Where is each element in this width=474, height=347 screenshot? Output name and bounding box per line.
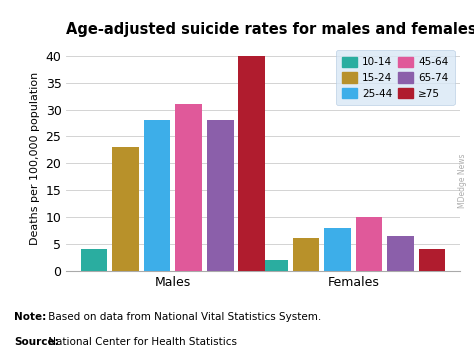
Legend: 10-14, 15-24, 25-44, 45-64, 65-74, ≥75: 10-14, 15-24, 25-44, 45-64, 65-74, ≥75 [336,50,455,105]
Bar [207,120,234,271]
Y-axis label: Deaths per 100,000 population: Deaths per 100,000 population [30,71,40,245]
Text: MDedge News: MDedge News [458,153,467,208]
Text: Age-adjusted suicide rates for males and females by age, 2018: Age-adjusted suicide rates for males and… [66,22,474,37]
Bar [112,147,139,271]
Text: Source:: Source: [14,337,59,347]
Bar [144,120,171,271]
Bar [419,249,446,271]
Bar [261,260,288,271]
Text: National Center for Health Statistics: National Center for Health Statistics [45,337,237,347]
Bar [387,236,414,271]
Bar [324,228,351,271]
Bar [175,104,202,271]
Bar [356,217,383,271]
Bar [81,249,107,271]
Bar [238,56,265,271]
Text: Based on data from National Vital Statistics System.: Based on data from National Vital Statis… [45,312,321,322]
Bar [292,238,319,271]
Text: Note:: Note: [14,312,46,322]
